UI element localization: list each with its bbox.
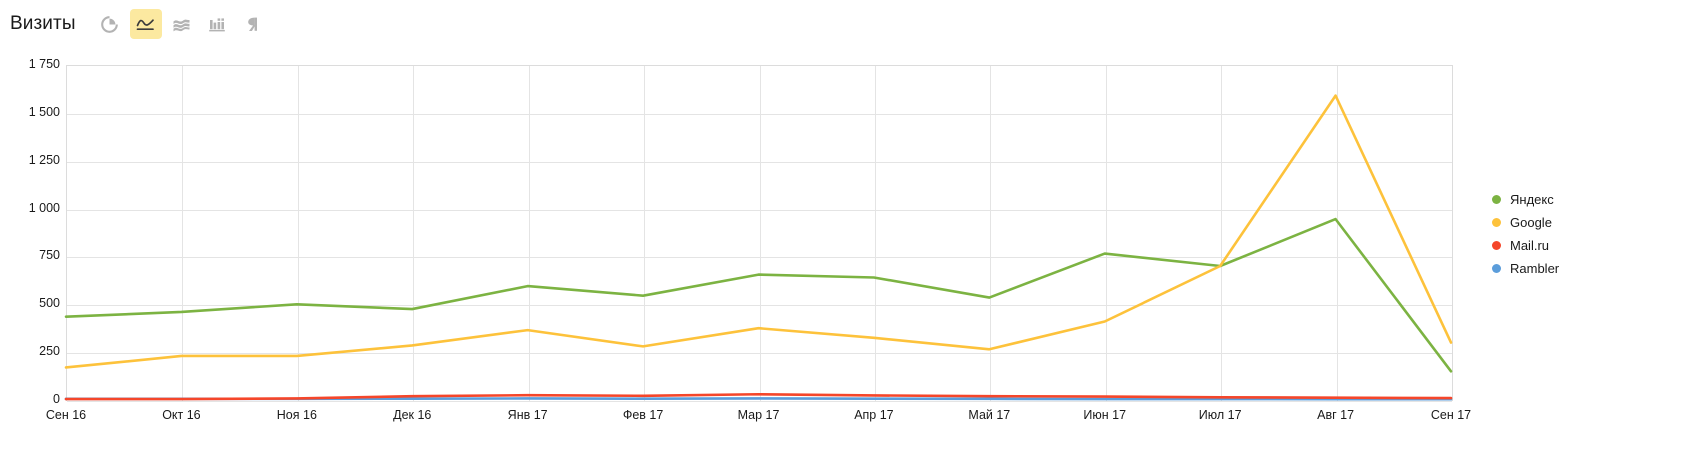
- y-axis-tick-label: 1 250: [28, 152, 60, 167]
- x-axis-tick-label: Сен 17: [1430, 408, 1472, 422]
- series-line--: [64, 217, 1453, 373]
- x-gridline: [413, 66, 415, 401]
- legend-item-google[interactable]: Google: [1492, 211, 1682, 234]
- x-gridline: [1336, 66, 1338, 401]
- x-axis-tick-label: Ноя 16: [276, 408, 317, 422]
- x-gridline: [182, 66, 184, 401]
- chart-header: Визиты: [0, 0, 1692, 48]
- series-line-mail-ru: [64, 392, 1453, 401]
- y-axis-tick-label: 0: [53, 392, 60, 406]
- x-axis-tick-label: Апр 17: [854, 408, 894, 422]
- y-axis-tick-label: 1 750: [28, 57, 60, 71]
- x-axis-tick-label: Фев 17: [622, 408, 664, 422]
- x-gridline: [644, 66, 646, 401]
- chart-type-toolbar: [94, 9, 270, 39]
- chart-type-pie-button[interactable]: [94, 9, 126, 39]
- series-layer: [64, 94, 1453, 401]
- x-gridline: [528, 66, 530, 401]
- y-axis-tick-label: 250: [39, 344, 60, 359]
- x-axis-tick-label: Май 17: [968, 408, 1011, 422]
- chart-type-line-button[interactable]: [129, 9, 162, 39]
- x-axis-tick-label: Окт 16: [162, 408, 201, 422]
- x-axis-tick-label: Июл 17: [1198, 408, 1242, 422]
- bar-chart-icon: [208, 16, 227, 33]
- legend-item-label: Rambler: [1510, 261, 1560, 276]
- series-line-google: [64, 94, 1453, 369]
- map-chart-icon: [245, 16, 263, 33]
- y-axis-tick-label: 1 500: [28, 104, 60, 119]
- chart-type-bar-button[interactable]: [202, 9, 234, 39]
- x-gridline: [297, 66, 299, 401]
- legend-item-label: Mail.ru: [1510, 238, 1550, 253]
- line-chart-icon: [136, 16, 155, 33]
- plot-area: [66, 65, 1453, 402]
- x-axis-tick-label: Сен 16: [45, 408, 87, 422]
- legend-item-label: Google: [1510, 215, 1552, 230]
- legend-item--[interactable]: Яндекс: [1492, 188, 1682, 211]
- x-axis-tick-label: Янв 17: [507, 408, 548, 422]
- chart-type-map-button[interactable]: [238, 9, 270, 39]
- y-axis-tick-label: 750: [39, 248, 60, 263]
- x-gridline: [1221, 66, 1223, 401]
- legend-item-mail-ru[interactable]: Mail.ru: [1492, 234, 1682, 257]
- legend-item-rambler[interactable]: Rambler: [1492, 257, 1682, 280]
- area-chart-icon: [172, 16, 191, 33]
- y-gridline: [67, 401, 1452, 402]
- x-gridline: [990, 66, 992, 401]
- chart-type-area-button[interactable]: [166, 9, 198, 39]
- pie-chart-icon: [101, 15, 118, 33]
- y-axis-tick-label: 500: [39, 296, 60, 311]
- x-gridline: [874, 66, 876, 401]
- x-gridline: [759, 66, 761, 401]
- legend-color-swatch: [1492, 218, 1501, 227]
- x-axis-tick-label: Мар 17: [737, 408, 780, 422]
- page-title: Визиты: [10, 13, 76, 34]
- legend-color-swatch: [1492, 264, 1501, 273]
- legend: Яндекс Google Mail.ru Rambler: [1492, 188, 1682, 280]
- y-axis-tick-label: 1 000: [28, 200, 60, 215]
- x-axis-tick-label: Июн 17: [1083, 408, 1127, 422]
- chart-container: 0 250 500 750 1 000 1 250 1 500 1 750 Сен 16 Окт …: [0, 48, 1692, 470]
- legend-color-swatch: [1492, 241, 1501, 250]
- legend-color-swatch: [1492, 195, 1501, 204]
- x-gridline: [1105, 66, 1107, 401]
- x-axis-tick-label: Авг 17: [1317, 408, 1355, 422]
- legend-item-label: Яндекс: [1510, 192, 1554, 207]
- x-axis-tick-label: Дек 16: [393, 408, 432, 422]
